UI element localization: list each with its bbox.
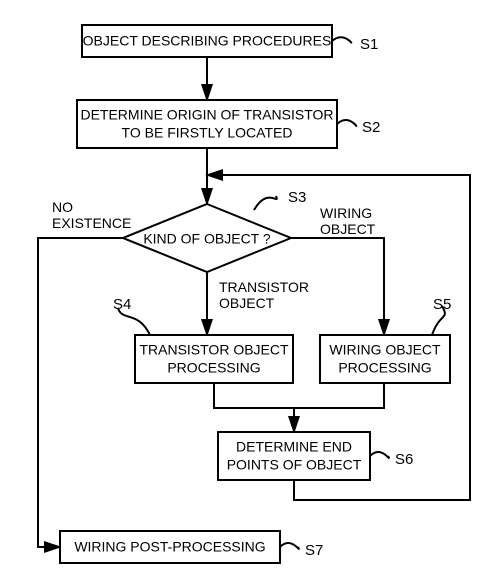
node-s4-line2: PROCESSING [167, 360, 260, 376]
edge-label-noexist-1: NO [52, 199, 73, 215]
node-s5-line2: PROCESSING [338, 360, 431, 376]
node-s1-text: OBJECT DESCRIBING PROCEDURES [83, 33, 332, 49]
leader-s2 [337, 120, 356, 126]
flowchart-diagram: OBJECT DESCRIBING PROCEDURES S1 DETERMIN… [0, 0, 500, 579]
node-s6: DETERMINE END POINTS OF OBJECT [218, 432, 370, 480]
leader-s1 [332, 37, 351, 42]
edge-label-wiring-1: WIRING [320, 205, 372, 221]
leader-s3 [254, 196, 277, 210]
tag-s1: S1 [360, 36, 378, 53]
edge-label-trans-2: OBJECT [219, 295, 275, 311]
edge-s5-join [294, 383, 384, 408]
edge-label-wiring-2: OBJECT [320, 221, 376, 237]
node-s4-line1: TRANSISTOR OBJECT [139, 342, 289, 358]
node-s2-line2: TO BE FIRSTLY LOCATED [122, 125, 293, 141]
tag-s6: S6 [395, 451, 413, 468]
leader-s6 [370, 452, 389, 458]
edge-s4-s6 [214, 383, 294, 432]
node-s2: DETERMINE ORIGIN OF TRANSISTOR TO BE FIR… [77, 100, 337, 148]
leader-s7 [280, 543, 299, 549]
node-s7-text: WIRING POST-PROCESSING [74, 539, 265, 555]
edge-label-trans-1: TRANSISTOR [219, 279, 309, 295]
node-s1: OBJECT DESCRIBING PROCEDURES [82, 25, 332, 57]
edge-s3-s7 [38, 238, 123, 547]
node-s7: WIRING POST-PROCESSING [60, 531, 280, 563]
tag-s3: S3 [288, 189, 306, 206]
node-s5: WIRING OBJECT PROCESSING [320, 335, 450, 383]
node-s4: TRANSISTOR OBJECT PROCESSING [135, 335, 293, 383]
tag-s5: S5 [433, 296, 451, 313]
tag-s4: S4 [113, 296, 131, 313]
node-s6-line2: POINTS OF OBJECT [227, 457, 362, 473]
node-s3: KIND OF OBJECT ? [123, 204, 291, 272]
tag-s7: S7 [305, 542, 323, 559]
node-s3-text: KIND OF OBJECT ? [143, 231, 271, 247]
node-s6-line1: DETERMINE END [236, 439, 352, 455]
tag-s2: S2 [362, 119, 380, 136]
node-s2-line1: DETERMINE ORIGIN OF TRANSISTOR [80, 107, 333, 123]
edge-label-noexist-2: EXISTENCE [52, 215, 131, 231]
node-s5-line1: WIRING OBJECT [329, 342, 441, 358]
